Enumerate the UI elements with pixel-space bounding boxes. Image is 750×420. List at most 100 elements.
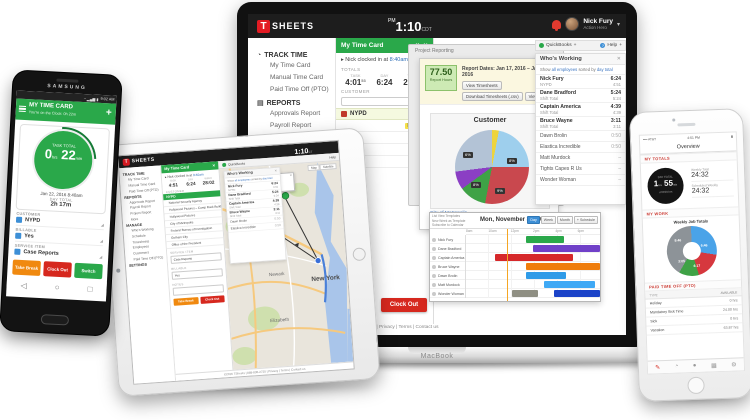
clock-status-subtitle: You're on the Clock: 0h 22m <box>28 110 77 117</box>
iphone-screen: •••• AT&T 4:51 PM ▮ Overview MY TOTALS D… <box>638 131 746 375</box>
employee-row[interactable]: Elastica Incredible 0:50 <box>536 142 625 153</box>
avatar <box>432 264 436 269</box>
shift-bar[interactable] <box>495 254 574 261</box>
schedule-lane[interactable] <box>466 244 600 253</box>
customer-list-row[interactable] <box>336 144 433 156</box>
close-icon[interactable]: ✕ <box>616 56 621 62</box>
month-view-button[interactable]: Month <box>556 216 573 224</box>
quickbooks-link[interactable]: QuickBooks <box>546 43 572 48</box>
satellite-toggle-option[interactable]: Satellite <box>319 163 337 171</box>
employee-cell: Bruce Wayne <box>430 262 466 271</box>
employee-row[interactable]: Bruce Wayne 3:11 Shift Total 3:11 <box>536 117 625 131</box>
calendar-header: List View Templates New Week as Template… <box>430 213 600 229</box>
calendar-link[interactable]: Subscribe to Calendar <box>432 223 464 228</box>
home-button[interactable] <box>686 376 705 395</box>
schedule-lane[interactable] <box>466 235 600 244</box>
calendar-link[interactable]: New Week as Template <box>432 218 466 223</box>
help-expand-icon[interactable]: + <box>619 43 622 48</box>
all-employees-link[interactable]: all employees <box>551 67 578 72</box>
help-link[interactable]: Help <box>329 154 337 160</box>
android-screen: ◔ ▂▄▆ ▮ 9:02 AM MY TIME CARD You're on t… <box>6 90 117 302</box>
sidebar-item-approvals-report[interactable]: Approvals Report <box>270 110 321 117</box>
sidebar-item-manual-time-card[interactable]: Manual Time Card <box>270 74 324 81</box>
schedule-lane[interactable] <box>466 289 600 298</box>
pie-chart-title: Customer <box>473 117 507 124</box>
time-card-tab-icon[interactable]: ✎ <box>655 364 661 371</box>
employee-row[interactable]: Tights Capes R Us – <box>536 164 625 175</box>
take-break-button[interactable]: Take Break <box>12 259 41 277</box>
schedule-lane[interactable] <box>466 262 600 271</box>
sidebar-item-pto[interactable]: Paid Time Off (PTO) <box>270 86 329 93</box>
employee-row[interactable]: Matt Murdock – <box>536 153 625 164</box>
calendar-link[interactable]: List View Templates <box>432 214 461 218</box>
close-icon[interactable]: ✕ <box>212 163 216 168</box>
quickbooks-link[interactable]: QuickBooks <box>228 160 246 167</box>
quickbooks-expand-icon[interactable]: + <box>573 43 577 48</box>
tsheets-logo-text: SHEETS <box>272 21 315 31</box>
schedule-lane[interactable] <box>466 271 600 280</box>
close-icon[interactable]: ✕ <box>274 169 278 174</box>
close-icon[interactable]: ✕ <box>289 173 293 178</box>
employee-row[interactable]: Wonder Woman – <box>536 175 625 186</box>
shift-bar[interactable] <box>554 290 600 297</box>
schedule-tab-icon[interactable]: ▦ <box>710 362 717 369</box>
shift-bar[interactable] <box>526 272 567 279</box>
pto-row: Vacation 63.87 hrs <box>646 323 743 336</box>
download-timesheets-button[interactable]: Download Timesheets (.csv) <box>462 92 523 101</box>
switch-button[interactable]: Switch <box>74 262 103 280</box>
schedule-lane[interactable] <box>466 253 600 262</box>
clock-out-button[interactable]: Clock Out <box>381 298 427 312</box>
employee-cell: Dane Bradford <box>430 244 466 253</box>
customer-pie-chart[interactable] <box>455 130 529 204</box>
add-icon[interactable]: + <box>105 107 113 119</box>
home-button[interactable] <box>352 247 367 262</box>
employee-row[interactable]: Dane Bradford 5:24 Shift Total 5:24 <box>536 89 625 103</box>
calendar-date-title: Mon, November 30, 2015 <box>480 217 551 223</box>
day-total-link[interactable]: day total <box>596 67 613 72</box>
week-view-button[interactable]: Week <box>540 216 556 224</box>
home-icon[interactable]: ○ <box>54 282 60 292</box>
clock-tab-icon[interactable]: ◔ <box>674 363 679 370</box>
employee-row[interactable]: Nick Fury 6:24 NYPD 4:51 <box>536 75 625 89</box>
schedule-lane[interactable] <box>466 280 600 289</box>
back-icon[interactable]: ◁ <box>20 280 28 290</box>
donut-data-label: 3:05 <box>678 259 686 264</box>
billable-icon <box>15 232 22 239</box>
customer-list-row[interactable] <box>336 156 433 168</box>
sidebar-item-my-time-card[interactable]: My Time Card <box>270 62 311 69</box>
home-button[interactable] <box>40 314 70 326</box>
calendar-hour-labels: 8am 10am 12pm 2pm 4pm 6pm <box>466 229 600 235</box>
clock-out-button[interactable]: Clock Out <box>199 295 225 304</box>
customer-list-row[interactable] <box>336 132 433 144</box>
sidebar-item-payroll-report[interactable]: Payroll Report <box>270 122 312 129</box>
shift-bar[interactable] <box>526 263 600 270</box>
take-break-button[interactable]: Take Break <box>173 297 199 306</box>
notification-bell-icon[interactable] <box>552 19 562 31</box>
user-menu[interactable]: Nick Fury Action Hero ▾ <box>552 17 620 31</box>
add-schedule-button[interactable]: + Schedule <box>573 216 598 224</box>
settings-tab-icon[interactable]: ⚙ <box>731 361 737 369</box>
day-view-button[interactable]: Day <box>527 216 540 224</box>
whos-working-header: Who's Working ✕ <box>536 54 625 65</box>
clock-out-button[interactable]: Clock Out <box>43 261 72 278</box>
shift-bar[interactable] <box>533 245 600 252</box>
shift-bar[interactable] <box>511 290 539 297</box>
day-total: DAY 6:24 <box>376 73 393 87</box>
employee-row[interactable]: Captain America 4:39 Shift Total 4:39 <box>536 103 625 117</box>
employee-cell: Dawn Brolin <box>430 271 466 280</box>
clock-timezone: CDT <box>421 27 432 33</box>
tsheets-logo[interactable]: T SHEETS <box>257 19 315 33</box>
map-toggle-option[interactable]: Map <box>307 164 321 172</box>
tablet-device: T SHEETS PM1:10CT TRACK TIME My Time Car… <box>101 127 381 397</box>
shift-bar[interactable] <box>543 281 595 288</box>
donut-data-label: 6:46 <box>700 243 708 248</box>
help-link[interactable]: Help <box>607 43 618 48</box>
employee-row[interactable]: Dawn Brolin 0:50 <box>536 131 625 142</box>
shift-bar[interactable] <box>526 236 564 243</box>
recents-icon[interactable]: □ <box>87 284 93 294</box>
menu-icon[interactable] <box>18 105 27 113</box>
view-timesheets-button[interactable]: View Timesheets <box>462 81 502 90</box>
crew-tab-icon[interactable]: ● <box>692 362 697 370</box>
weekly-job-donut-chart[interactable]: 9:46 6:46 4:17 3:05 <box>666 225 718 277</box>
status-time: 9:02 AM <box>100 96 115 102</box>
